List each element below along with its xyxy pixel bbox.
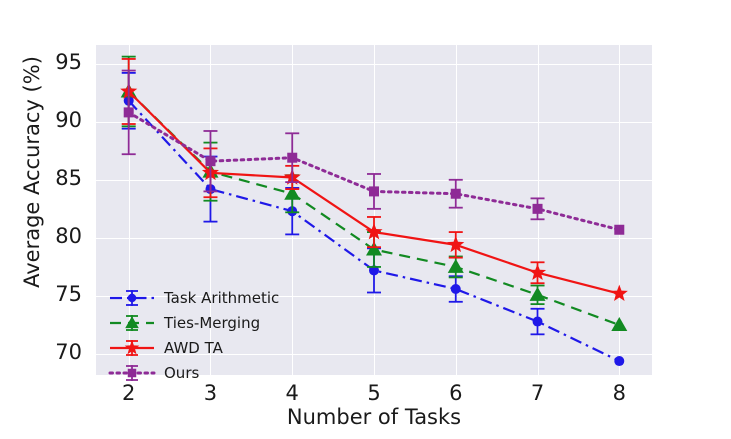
chart-legend: Task Arithmetic Ties-Merging AWD TA Ours (108, 285, 298, 385)
data-point (610, 284, 628, 301)
data-point (450, 284, 461, 295)
y-tick-label: 75 (55, 281, 82, 306)
data-point (369, 186, 379, 197)
y-axis-label: Average Accuracy (%) (20, 56, 44, 288)
y-tick-label: 80 (55, 223, 82, 248)
x-tick-label: 3 (203, 381, 218, 405)
plot-area (96, 45, 652, 375)
legend-marker-icon (108, 312, 156, 334)
x-tick-label: 7 (530, 381, 545, 405)
legend-marker-icon (108, 337, 156, 359)
legend-item[interactable]: Task Arithmetic (108, 285, 298, 310)
legend-marker-icon (108, 362, 156, 384)
legend-label: Ties-Merging (164, 313, 261, 332)
data-point (528, 263, 547, 281)
x-tick-label: 6 (449, 381, 463, 405)
series-ours (121, 69, 625, 235)
data-point (614, 224, 625, 235)
legend-label: AWD TA (164, 338, 223, 357)
legend-label: Task Arithmetic (164, 288, 280, 307)
data-point (205, 156, 216, 167)
data-point (447, 258, 464, 273)
series-line (127, 110, 621, 232)
data-point (365, 223, 383, 240)
gridline-vertical (374, 45, 375, 375)
data-point (529, 286, 546, 301)
x-tick-label: 8 (612, 381, 626, 405)
data-point (284, 185, 301, 200)
data-point (447, 235, 465, 253)
gridline-vertical (619, 45, 621, 375)
data-point (614, 356, 625, 367)
data-point (450, 188, 461, 199)
x-axis-label: Number of Tasks (286, 405, 462, 429)
gridline-vertical (128, 45, 130, 375)
data-point (369, 265, 379, 276)
legend-marker-icon (108, 287, 156, 309)
y-tick-label: 85 (55, 165, 82, 190)
data-point (532, 203, 543, 214)
data-point (366, 241, 382, 256)
x-tick-label: 4 (285, 381, 299, 405)
y-tick-label: 95 (55, 49, 82, 74)
legend-item[interactable]: AWD TA (108, 335, 298, 360)
legend-item[interactable]: Ours (108, 360, 298, 385)
y-tick-label: 90 (55, 107, 82, 132)
legend-label: Ours (164, 363, 200, 382)
x-tick-label: 5 (367, 381, 381, 405)
data-point (532, 316, 543, 327)
data-point (611, 317, 628, 332)
data-point (123, 107, 134, 118)
gridline-vertical (455, 45, 457, 375)
legend-item[interactable]: Ties-Merging (108, 310, 298, 335)
x-tick-label: 2 (122, 381, 136, 405)
y-tick-label: 70 (55, 340, 82, 365)
data-point (287, 152, 298, 163)
